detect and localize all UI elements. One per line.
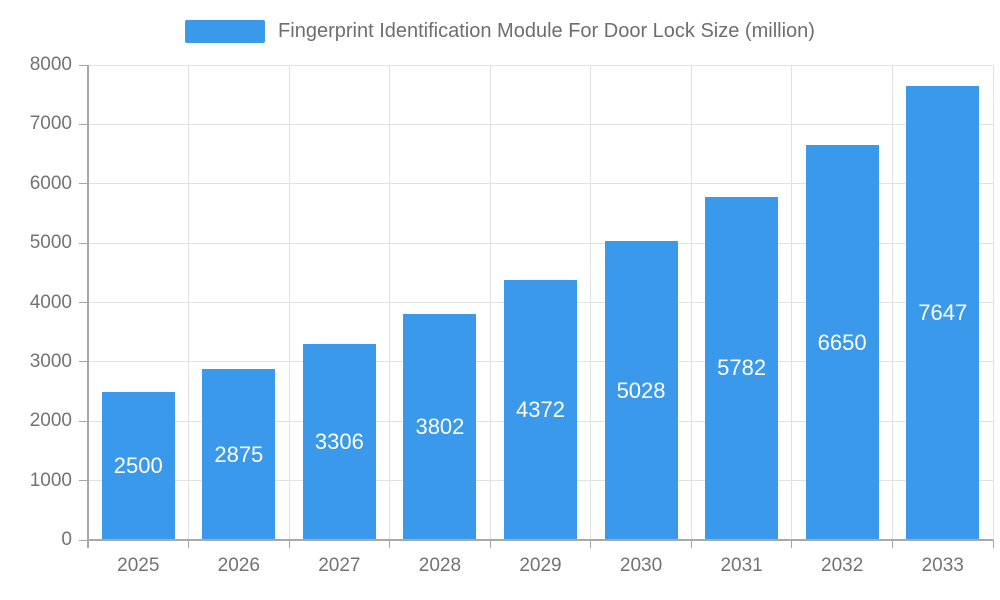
x-tick-label: 2029 <box>519 555 562 576</box>
v-gridline <box>188 65 190 540</box>
x-tick <box>791 540 793 548</box>
y-tick-label: 3000 <box>29 350 72 372</box>
x-tick-label: 2032 <box>821 555 864 576</box>
bar-2032[interactable] <box>805 145 879 540</box>
y-tick <box>79 420 87 422</box>
bar-2029[interactable] <box>504 280 577 540</box>
v-gridline <box>288 65 290 540</box>
h-gridline <box>88 123 993 125</box>
y-axis-line <box>87 65 89 548</box>
bar-value-label: 3802 <box>415 414 465 440</box>
bar-2027[interactable] <box>302 343 376 540</box>
bar-2025[interactable] <box>101 391 175 540</box>
x-tick-label: 2026 <box>217 555 260 576</box>
x-tick <box>992 540 994 548</box>
h-gridline <box>88 183 993 185</box>
v-gridline <box>690 65 692 540</box>
y-tick-label: 8000 <box>29 54 72 75</box>
bar-2028[interactable] <box>403 314 477 540</box>
v-gridline <box>489 65 491 540</box>
x-tick-label: 2033 <box>921 555 964 576</box>
y-tick <box>79 64 87 66</box>
bar-2033[interactable] <box>906 85 980 540</box>
bar-value-label: 7647 <box>918 299 968 325</box>
bar-2031[interactable] <box>705 196 779 540</box>
x-tick <box>288 540 290 548</box>
y-tick-label: 5000 <box>29 232 72 254</box>
bar-value-label: 5028 <box>616 377 666 403</box>
y-tick <box>79 302 87 303</box>
legend[interactable]: Fingerprint Identification Module For Do… <box>0 19 1000 44</box>
plot-area: 0 1000 2000 3000 4000 5000 6000 7000 8000 2500 202… <box>30 54 994 576</box>
h-gridline <box>88 242 993 244</box>
x-tick <box>389 540 391 548</box>
x-tick-label: 2025 <box>117 555 160 576</box>
bar-value-label: 2875 <box>214 441 264 467</box>
x-tick <box>891 540 893 548</box>
x-tick <box>690 540 692 548</box>
x-tick <box>188 540 190 548</box>
y-tick-label: 1000 <box>29 469 72 491</box>
v-gridline <box>389 65 391 540</box>
y-tick <box>79 480 87 482</box>
x-tick <box>489 540 491 548</box>
y-tick <box>79 183 87 185</box>
y-tick-label: 2000 <box>29 410 72 432</box>
y-tick <box>79 242 87 244</box>
x-tick-label: 2030 <box>619 555 663 576</box>
bar-value-label: 3306 <box>314 428 364 454</box>
bar-value-label: 6650 <box>817 329 867 355</box>
x-tick-label: 2027 <box>318 555 361 576</box>
x-tick <box>87 540 89 548</box>
x-axis-line <box>88 539 993 541</box>
bar-value-label: 2500 <box>113 452 163 478</box>
bar-2030[interactable] <box>604 241 678 540</box>
v-gridline <box>590 65 592 540</box>
v-gridline <box>891 65 893 540</box>
x-tick <box>590 540 592 548</box>
y-tick-label: 4000 <box>29 291 72 313</box>
x-tick-label: 2031 <box>720 555 763 576</box>
legend-swatch <box>185 20 266 43</box>
y-tick-label: 0 <box>61 529 72 550</box>
bar-value-label: 4372 <box>516 397 565 423</box>
y-tick <box>79 361 87 363</box>
bar-2026[interactable] <box>202 369 276 540</box>
y-tick <box>79 539 87 541</box>
bar-value-label: 5782 <box>717 355 767 381</box>
y-tick-label: 6000 <box>29 172 72 194</box>
v-gridline <box>992 65 994 540</box>
x-tick-label: 2028 <box>418 555 462 576</box>
y-tick-label: 7000 <box>29 113 72 135</box>
legend-label: Fingerprint Identification Module For Do… <box>278 20 815 42</box>
y-tick <box>79 123 87 125</box>
h-gridline <box>88 64 993 66</box>
v-gridline <box>791 65 793 540</box>
